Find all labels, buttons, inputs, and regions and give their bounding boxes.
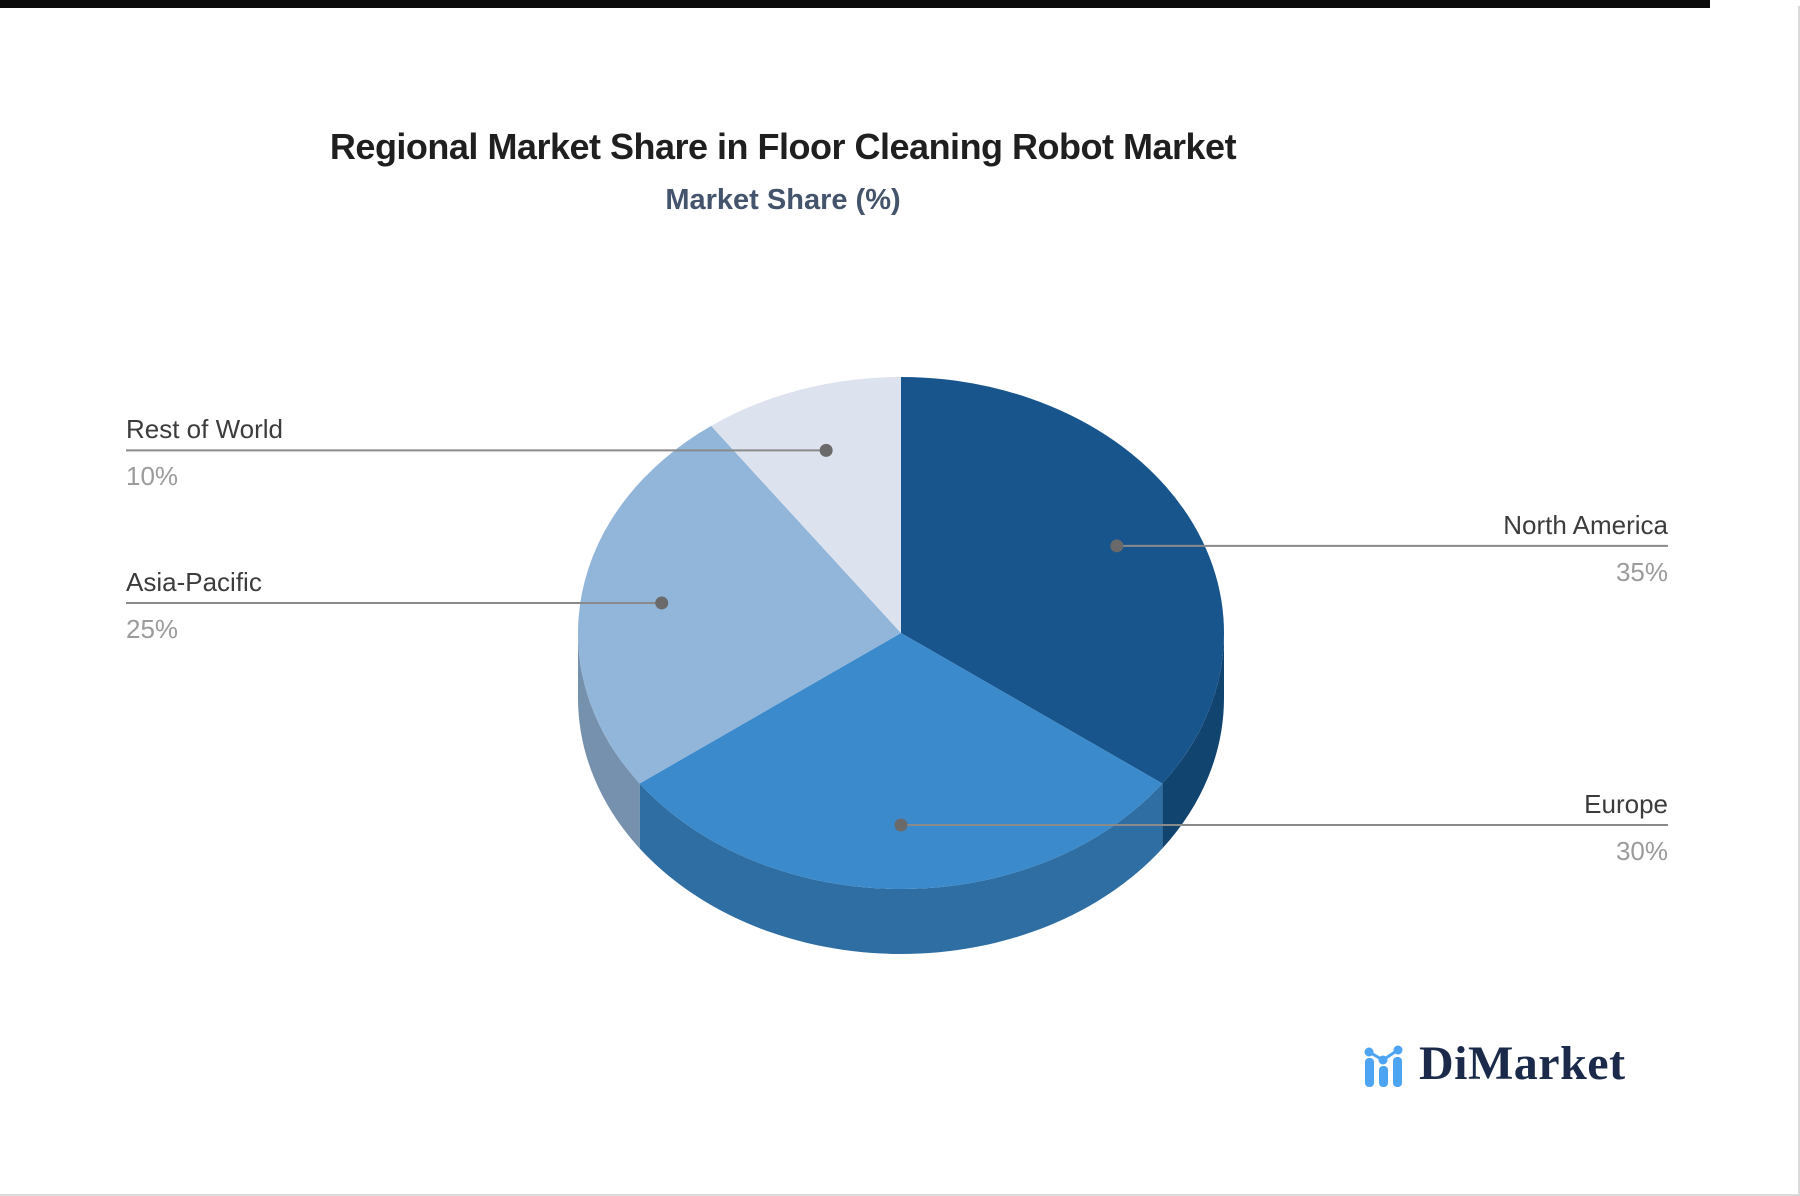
leader-dot-europe: [894, 818, 908, 832]
pie-slice-asia-pacific[interactable]: [578, 425, 901, 784]
segment-label-asia-pacific: Asia-Pacific 25%: [126, 566, 262, 645]
pie-slice-side-north-america: [1162, 633, 1224, 849]
segment-label-name: North America: [1503, 509, 1668, 540]
pie-slice-side-asia-pacific: [578, 633, 640, 849]
brand-name: DiMarket: [1419, 1037, 1626, 1090]
brand-logo[interactable]: DiMarket: [1362, 1038, 1626, 1090]
chart-title: Regional Market Share in Floor Cleaning …: [329, 126, 1237, 167]
top-accent-bar: [0, 0, 1710, 8]
chart-subtitle: Market Share (%): [665, 184, 901, 216]
leader-dot-asia-pacific: [655, 596, 669, 610]
segment-label-rest-of-world: Rest of World 10%: [126, 413, 283, 492]
segment-label-value: 25%: [126, 613, 179, 644]
segment-label-europe: Europe 30%: [1584, 788, 1668, 867]
pie-slice-side-europe: [639, 783, 1163, 954]
leader-dot-rest-of-world: [819, 443, 833, 457]
bar-chart-logo-icon: [1364, 1045, 1403, 1087]
pie-slice-rest-of-world[interactable]: [711, 377, 901, 633]
segment-label-value: 30%: [1615, 836, 1668, 866]
leader-dot-north-america: [1110, 539, 1124, 553]
pie-slice-north-america[interactable]: [901, 377, 1224, 784]
segment-label-value: 10%: [126, 461, 179, 492]
segment-label-value: 35%: [1615, 556, 1668, 587]
frame-right-edge: [1798, 6, 1800, 1196]
frame-bottom-edge: [0, 1194, 1800, 1196]
segment-label-north-america: North America 35%: [1503, 509, 1668, 588]
segment-label-name: Europe: [1584, 789, 1668, 819]
segment-label-name: Asia-Pacific: [126, 566, 262, 597]
segment-label-name: Rest of World: [126, 414, 284, 445]
